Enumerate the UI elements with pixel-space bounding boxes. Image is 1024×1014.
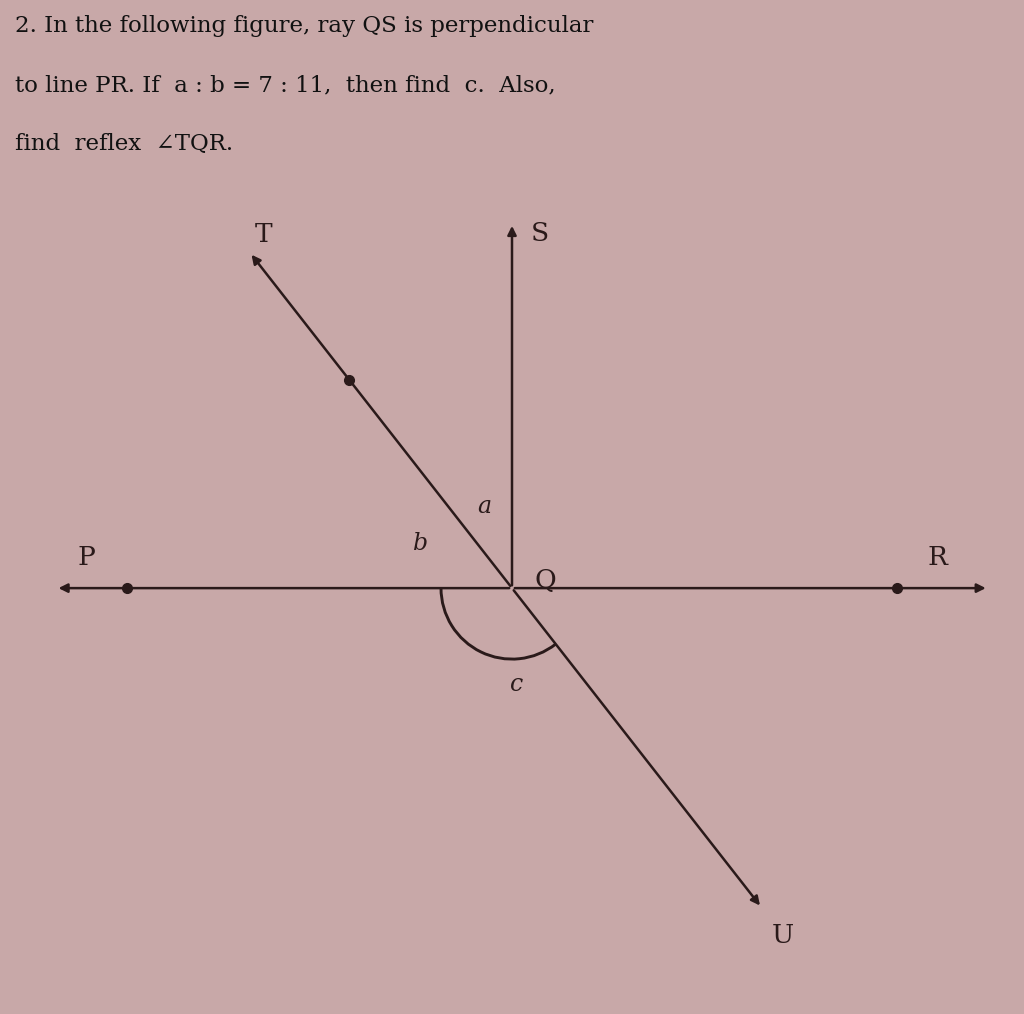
Text: U: U xyxy=(772,923,794,948)
Text: find  reflex  ∠TQR.: find reflex ∠TQR. xyxy=(15,133,233,155)
Text: 2. In the following figure, ray QS is perpendicular: 2. In the following figure, ray QS is pe… xyxy=(15,15,594,38)
Text: T: T xyxy=(255,222,272,247)
Text: R: R xyxy=(928,545,948,570)
Text: c: c xyxy=(510,673,523,696)
Text: a: a xyxy=(477,495,490,518)
Text: S: S xyxy=(530,221,549,245)
Text: P: P xyxy=(77,545,95,570)
Text: to line PR. If  a : b = 7 : 11,  then find  c.  Also,: to line PR. If a : b = 7 : 11, then find… xyxy=(15,74,556,96)
Text: b: b xyxy=(414,532,428,556)
Text: Q: Q xyxy=(535,568,556,592)
